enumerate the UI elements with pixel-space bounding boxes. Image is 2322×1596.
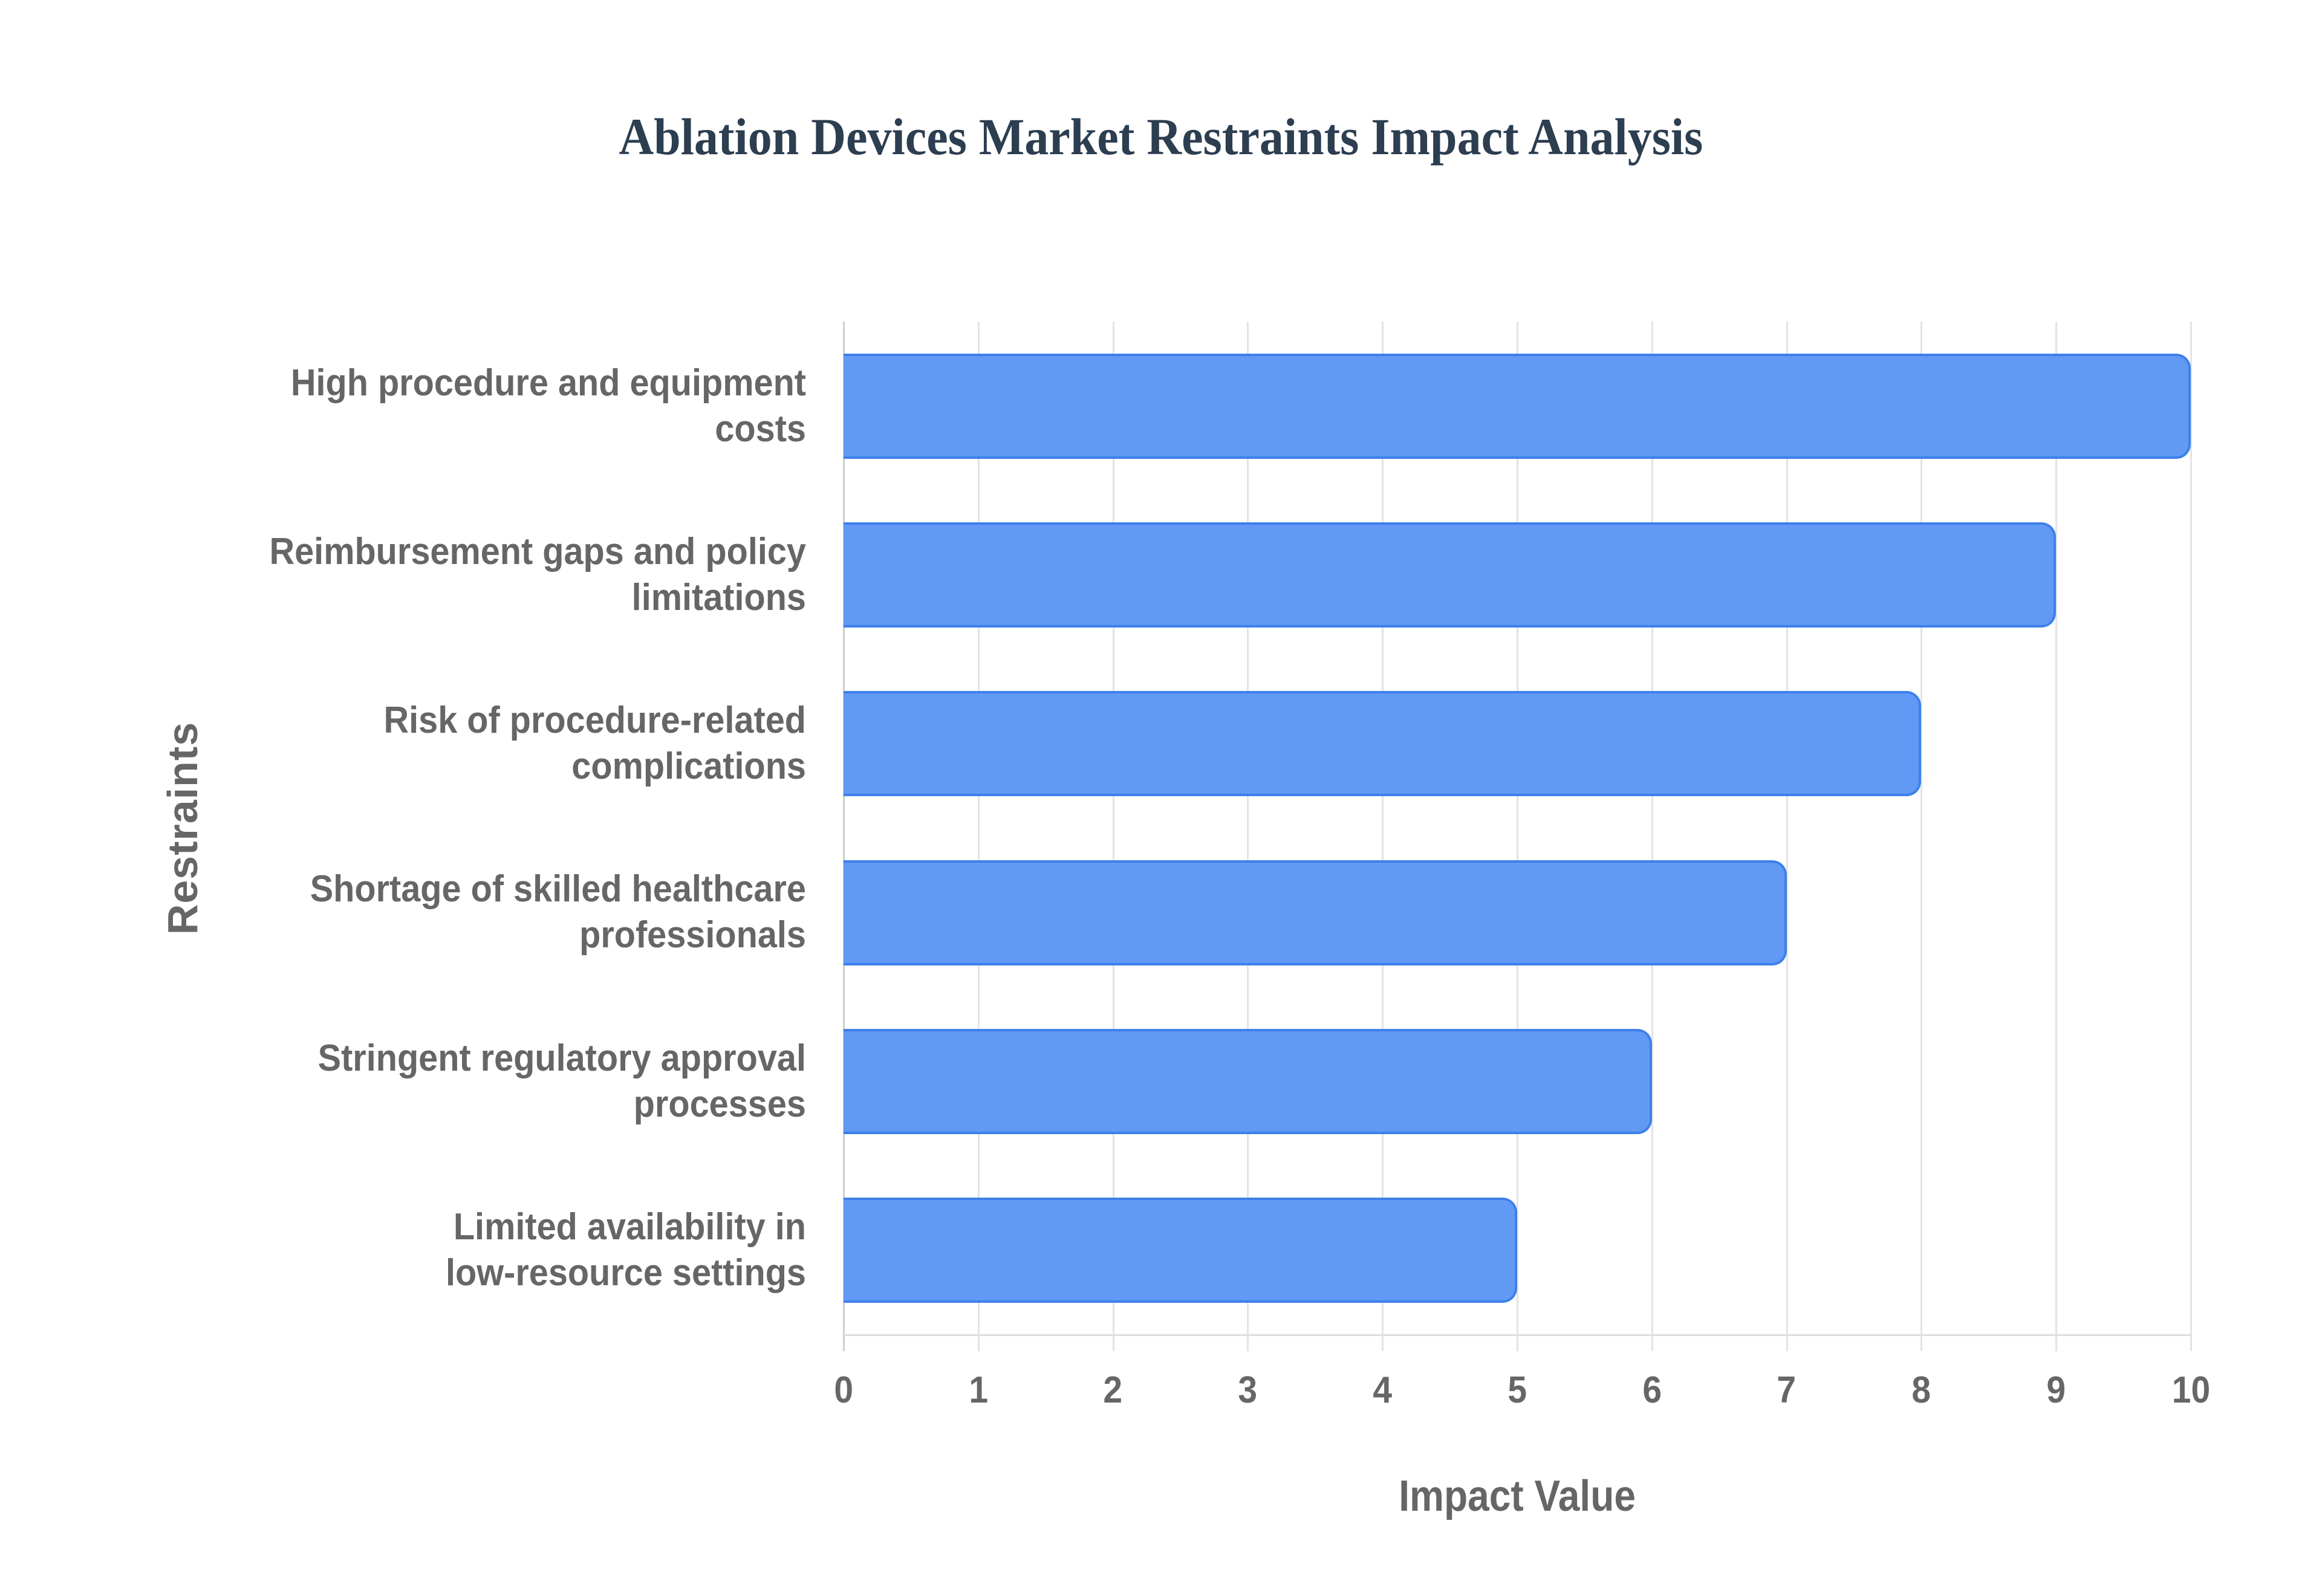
category-label-line: Reimbursement gaps and policy	[269, 531, 806, 573]
x-tick-text: 8	[1911, 1369, 1931, 1411]
x-tick-label: 9	[2008, 1369, 2104, 1412]
chart-title-text: Ablation Devices Market Restraints Impac…	[619, 108, 1703, 166]
category-label: Limited availability in low-resource set…	[200, 1204, 806, 1296]
category-label-line: Stringent regulatory approval	[317, 1037, 806, 1079]
gridline	[1920, 322, 1923, 1351]
gridline	[1382, 322, 1384, 1351]
category-label-line: limitations	[631, 577, 806, 618]
category-label: Shortage of skilled healthcare professio…	[200, 866, 806, 958]
x-tick-label: 3	[1199, 1369, 1296, 1412]
x-tick-text: 2	[1103, 1369, 1123, 1411]
x-tick-label: 0	[795, 1369, 892, 1412]
gridline	[977, 322, 980, 1351]
x-tick-label: 5	[1469, 1369, 1566, 1412]
x-axis-title-text: Impact Value	[1399, 1472, 1636, 1520]
category-label-line: professionals	[579, 914, 806, 956]
x-tick-text: 5	[1507, 1369, 1527, 1411]
x-tick-label: 1	[930, 1369, 1027, 1412]
chart-title: Ablation Devices Market Restraints Impac…	[0, 106, 2322, 167]
x-tick-label: 4	[1334, 1369, 1431, 1412]
x-axis-title: Impact Value	[844, 1470, 2191, 1522]
category-label: Stringent regulatory approval processes	[200, 1036, 806, 1127]
bar[interactable]	[844, 860, 1787, 965]
x-tick-text: 10	[2171, 1369, 2210, 1411]
gridline	[2190, 322, 2192, 1351]
category-label: Reimbursement gaps and policy limitation…	[200, 529, 806, 621]
gridline	[1112, 322, 1114, 1351]
x-tick-text: 6	[1642, 1369, 1662, 1411]
x-tick-label: 10	[2142, 1369, 2239, 1412]
category-label-line: Limited availability in	[453, 1206, 806, 1248]
x-tick-label: 7	[1738, 1369, 1835, 1412]
gridline	[1247, 322, 1249, 1351]
category-label-line: High procedure and equipment	[290, 362, 806, 404]
x-tick-text: 1	[968, 1369, 988, 1411]
gridline	[843, 322, 845, 1351]
x-tick-text: 7	[1777, 1369, 1797, 1411]
category-label-line: Risk of procedure-related	[383, 699, 806, 741]
x-tick-text: 4	[1373, 1369, 1393, 1411]
gridline	[1517, 322, 1518, 1351]
plot-area: 0 1 2 3 4 5 6 7 8 9 10	[834, 322, 2210, 1411]
gridline	[2055, 322, 2058, 1351]
bar[interactable]	[844, 691, 1922, 796]
bar[interactable]	[844, 522, 2057, 628]
x-tick-label: 8	[1873, 1369, 1969, 1412]
gridline	[1651, 322, 1653, 1351]
bar[interactable]	[844, 1198, 1517, 1303]
category-label-line: low-resource settings	[446, 1252, 806, 1294]
x-tick-label: 2	[1065, 1369, 1162, 1412]
gridline	[1786, 322, 1788, 1351]
category-label-line: processes	[633, 1083, 806, 1125]
category-label-line: costs	[715, 408, 806, 450]
category-label-line: Shortage of skilled healthcare	[310, 868, 806, 910]
x-axis-line	[844, 1334, 2191, 1336]
category-label: Risk of procedure-related complications	[200, 698, 806, 790]
x-tick-text: 0	[834, 1369, 853, 1411]
category-label-line: complications	[571, 745, 806, 787]
x-tick-label: 6	[1604, 1369, 1700, 1412]
x-tick-text: 3	[1238, 1369, 1258, 1411]
bar[interactable]	[844, 1029, 1652, 1134]
category-label: High procedure and equipment costs	[200, 360, 806, 452]
bar[interactable]	[844, 354, 2191, 459]
x-tick-text: 9	[2046, 1369, 2066, 1411]
